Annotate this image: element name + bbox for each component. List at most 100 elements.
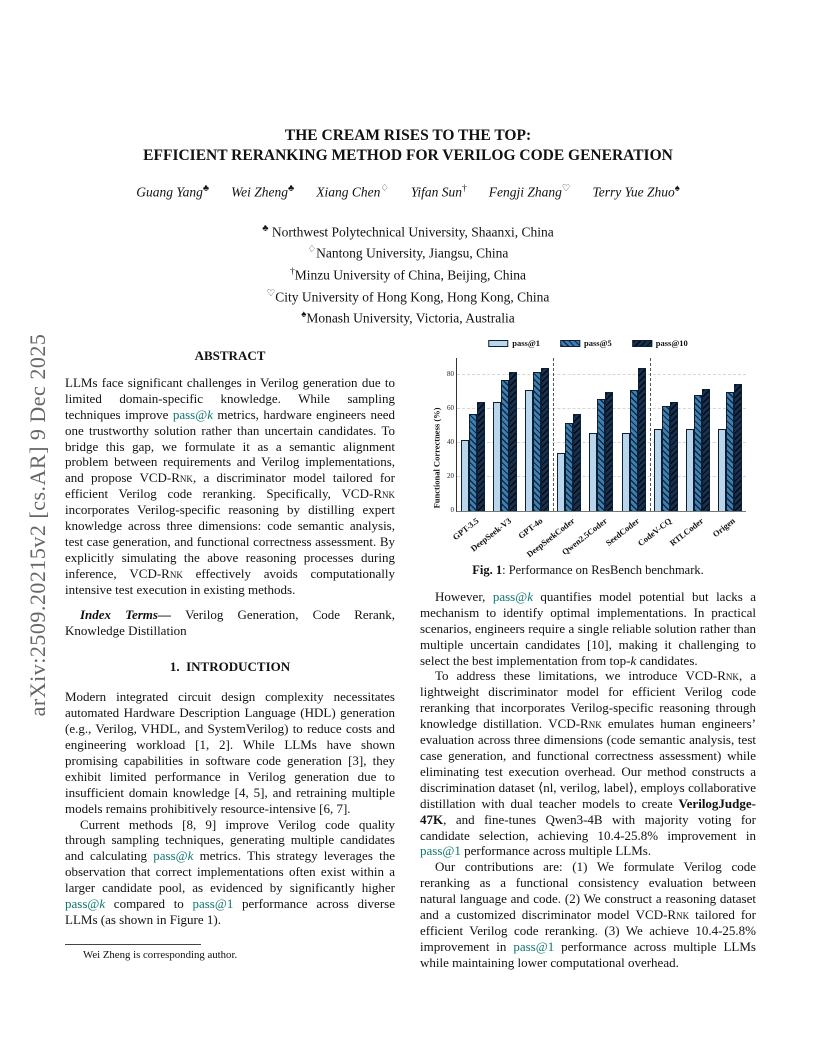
legend-item-pass@10: pass@10 (631, 336, 688, 352)
bar-pass@5 (533, 371, 542, 511)
bar-pass@1 (493, 402, 502, 511)
bar-group-DeepSeekCoder: DeepSeekCoder (525, 358, 582, 559)
x-tick-label: SeedCoder (603, 515, 641, 548)
author: Guang Yang♣ (136, 184, 210, 200)
right-paragraph-2: To address these limitations, we introdu… (420, 668, 756, 859)
legend-label: pass@1 (512, 338, 540, 348)
bar-pass@5 (661, 405, 670, 511)
right-paragraph-3: Our contributions are: (1) We formulate … (420, 859, 756, 970)
left-column: ABSTRACT LLMs face significant challenge… (65, 348, 395, 928)
bar-group-CodeV-CQ: CodeV-CQ (635, 358, 678, 548)
bar-pass@5 (597, 398, 606, 511)
footnote-text: Wei Zheng is corresponding author. (83, 949, 238, 961)
bar-group-RTLCoder: RTLCoder (668, 358, 710, 548)
y-tick-label: 0 (450, 506, 455, 515)
footnote: Wei Zheng is corresponding author. (65, 944, 395, 962)
legend-item-pass@5: pass@5 (560, 336, 612, 352)
intro-paragraph-2: Current methods [8, 9] improve Verilog c… (65, 816, 395, 927)
affiliation: ♣ Northwest Polytechnical University, Sh… (262, 223, 554, 240)
bar-pass@1 (557, 453, 566, 511)
bar-pass@10 (573, 414, 582, 511)
affiliation-mark: ♣ (262, 223, 269, 234)
bar-pass@5 (629, 390, 638, 511)
bar-group-Qwen2.5Coder: Qwen2.5Coder (560, 358, 614, 557)
group-separator (553, 358, 555, 511)
chart-plot: 0 20 40 60 80 GPT-3.5 DeepSeek-V3 GPT-4o DeepSee… (447, 358, 746, 559)
bar-pass@10 (733, 383, 742, 511)
legend-item-pass@1: pass@1 (488, 336, 540, 352)
group-separator (649, 358, 651, 511)
right-column: pass@1 pass@5 pass@10 Functional Correctne… (420, 338, 757, 971)
legend-label: pass@5 (584, 338, 612, 348)
legend-swatch (560, 340, 580, 348)
bar-pass@5 (501, 380, 510, 511)
x-tick-label: CodeV-CQ (635, 515, 674, 549)
affiliation: ♢Nantong University, Jiangsu, China (307, 245, 509, 261)
gridline (457, 374, 746, 376)
y-tick-label: 20 (447, 472, 454, 481)
abstract-heading: ABSTRACT (194, 348, 266, 363)
right-paragraph-1: However, pass@k quantifies model potenti… (420, 588, 757, 668)
bar-group-SeedCoder: SeedCoder (604, 358, 646, 548)
affiliation-mark: ♢ (307, 245, 317, 256)
bar-pass@5 (693, 395, 702, 511)
x-tick-label: RTLCoder (667, 515, 706, 548)
paper-title-line2: EFFICIENT RERANKING METHOD FOR VERILOG C… (143, 147, 673, 164)
intro-paragraph-1: Modern integrated circuit design complex… (65, 689, 395, 816)
bar-pass@1 (589, 432, 598, 511)
bar-pass@10 (509, 371, 518, 511)
author: Terry Yue Zhuo♠ (592, 184, 680, 200)
bar-group-Origen: Origen (711, 358, 742, 539)
bar-group-DeepSeek-V3: DeepSeek-V3 (468, 358, 518, 553)
figure-caption-label: Fig. 1 (472, 563, 503, 577)
y-tick-label: 60 (447, 404, 454, 413)
chart-legend: pass@1 pass@5 pass@10 (488, 336, 688, 352)
bar-pass@10 (477, 402, 486, 511)
bar-pass@5 (565, 422, 574, 511)
bar-pass@5 (469, 414, 478, 511)
author: Xiang Chen♢ (316, 184, 389, 200)
bar-pass@1 (621, 432, 630, 511)
author-mark: ♢ (380, 184, 389, 194)
author-mark: † (462, 184, 467, 194)
figure-1-caption: Fig. 1: Performance on ResBench benchmar… (420, 563, 756, 579)
bar-pass@1 (685, 429, 694, 511)
arxiv-stamp: arXiv:2509.20215v2 [cs.AR] 9 Dec 2025 (25, 333, 50, 717)
bar-pass@1 (461, 439, 470, 511)
legend-label: pass@10 (655, 338, 688, 348)
figure-caption-text: : Performance on ResBench benchmark. (502, 563, 704, 577)
author-mark: ♠ (674, 184, 680, 194)
author: Yifan Sun† (410, 184, 467, 200)
affiliation: ♡City University of Hong Kong, Hong Kong… (266, 288, 550, 305)
intro-heading: 1. INTRODUCTION (169, 659, 291, 675)
author-mark: ♣ (288, 184, 295, 194)
index-terms: Index Terms— Verilog Generation, Code Re… (65, 606, 395, 638)
bar-pass@10 (669, 402, 678, 511)
bar-pass@1 (653, 429, 662, 511)
affiliation-mark: ♠ (301, 310, 307, 321)
bar-pass@10 (605, 392, 614, 511)
affiliation-mark: ♡ (266, 288, 276, 299)
affiliation: †Minzu University of China, Beijing, Chi… (289, 266, 527, 283)
legend-swatch (488, 340, 509, 348)
bar-pass@10 (541, 368, 550, 511)
author-mark: ♡ (561, 184, 571, 194)
author-mark: ♣ (202, 184, 210, 194)
bar-group-GPT-4o: GPT-4o (516, 358, 550, 541)
affiliation-list: ♣ Northwest Polytechnical University, Sh… (63, 220, 753, 329)
author: Wei Zheng♣ (231, 184, 295, 200)
x-tick-label: Origen (711, 515, 738, 540)
bar-pass@10 (637, 368, 646, 511)
bar-pass@1 (717, 429, 726, 511)
affiliation-mark: † (289, 266, 295, 277)
title-block: THE CREAM RISES TO THE TOP: EFFICIENT RE… (63, 126, 753, 328)
bar-pass@1 (525, 390, 534, 511)
abstract-paragraph: LLMs face significant challenges in Veri… (65, 374, 395, 597)
bar-group-GPT-3.5: GPT-3.5 (451, 358, 486, 542)
bar-pass@10 (701, 388, 710, 511)
paper-title-line1: THE CREAM RISES TO THE TOP: (284, 127, 532, 144)
affiliation: ♠Monash University, Victoria, Australia (301, 310, 515, 326)
legend-swatch (631, 340, 652, 348)
y-tick-label: 40 (447, 438, 454, 447)
